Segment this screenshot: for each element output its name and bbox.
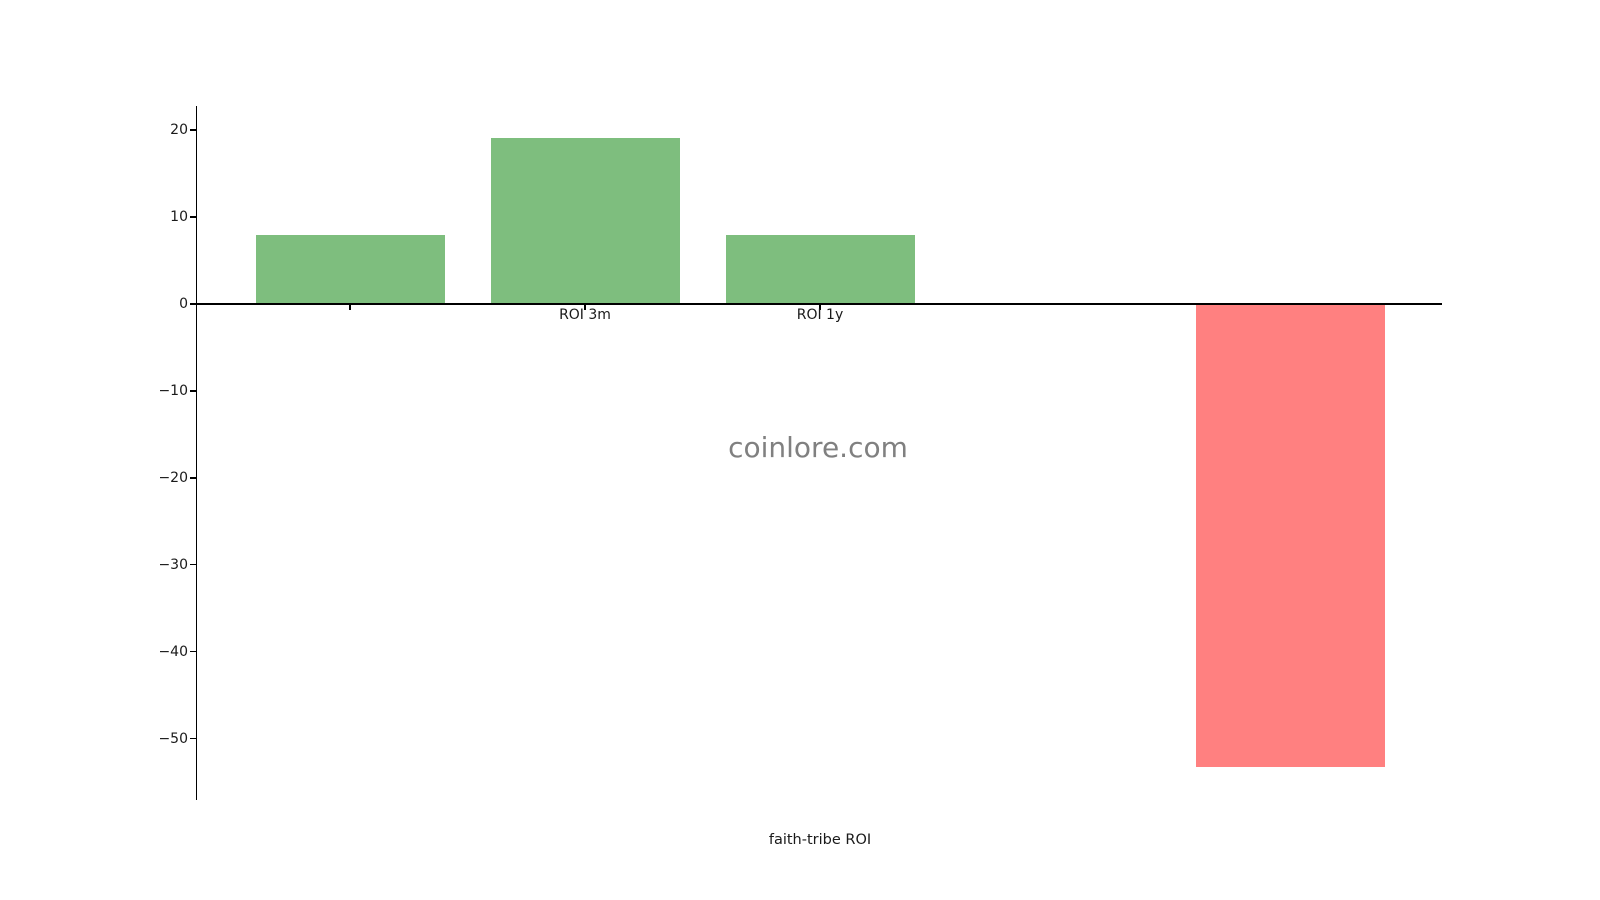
x-axis-spine — [197, 303, 1442, 305]
x-tick-label-2: ROI 3m — [559, 307, 611, 323]
bar-slot-5 — [1195, 304, 1385, 768]
y-tick-mark-−40 — [189, 650, 196, 653]
y-tick-label-20: 20 — [170, 122, 188, 139]
y-tick-mark-−10 — [189, 390, 196, 392]
y-tick-label-10: 10 — [170, 209, 188, 226]
watermark-text: coinlore.com — [728, 431, 908, 464]
y-tick-label-−50: −50 — [158, 730, 188, 747]
y-tick-label-−30: −30 — [158, 556, 188, 573]
x-axis-title: faith-tribe ROI — [768, 832, 872, 848]
y-tick-mark-0 — [189, 303, 196, 305]
x-tick-mark-1 — [349, 304, 351, 310]
y-tick-mark-10 — [189, 216, 196, 218]
y-tick-mark-−50 — [189, 737, 196, 740]
bar-slot-2 — [490, 138, 680, 304]
y-tick-mark-20 — [189, 129, 196, 131]
bar-slot-1 — [255, 235, 445, 304]
bar-slot-3 — [725, 235, 915, 304]
y-tick-label-−20: −20 — [158, 469, 188, 486]
y-tick-mark-−20 — [189, 477, 196, 479]
x-tick-mark-2 — [584, 304, 586, 310]
x-tick-mark-3 — [819, 304, 821, 310]
y-axis-spine — [195, 105, 197, 801]
y-tick-label-−10: −10 — [158, 382, 188, 399]
y-tick-mark-−30 — [189, 563, 196, 566]
x-tick-label-3: ROI 1y — [796, 307, 844, 323]
y-tick-label-−40: −40 — [158, 643, 188, 660]
y-tick-label-0: 0 — [179, 296, 188, 312]
